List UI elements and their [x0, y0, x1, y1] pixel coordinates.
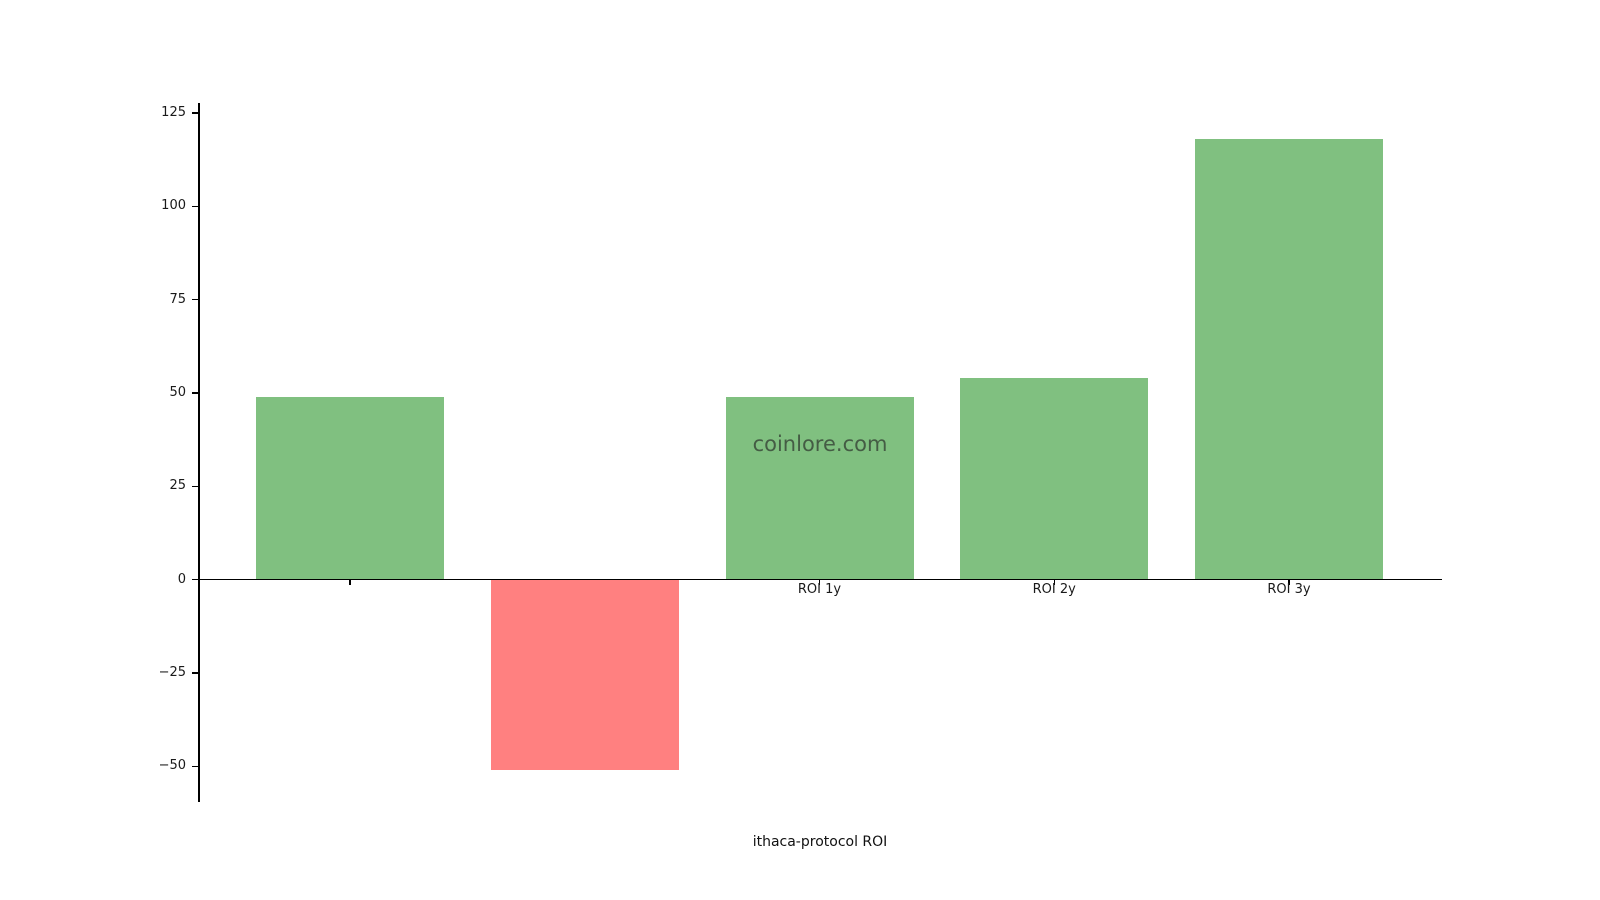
y-tick-label: 125 — [161, 104, 186, 120]
y-tick-label: 100 — [161, 198, 186, 214]
x-axis-line — [198, 578, 1442, 581]
y-tick-label: 0 — [177, 571, 186, 587]
y-tick-label: 50 — [169, 384, 186, 400]
y-tick-mark — [192, 485, 198, 487]
chart-bar — [1195, 138, 1383, 580]
chart-bar — [725, 396, 914, 580]
chart-bar — [256, 396, 444, 580]
y-tick-label: 25 — [169, 478, 186, 494]
x-tick-label: ROI 2y — [1032, 581, 1076, 597]
x-tick-mark — [1053, 579, 1055, 585]
y-tick-mark — [192, 205, 198, 207]
y-tick-mark — [192, 672, 198, 674]
x-tick-label: ROI 1y — [797, 581, 842, 597]
chart-bar — [960, 377, 1149, 580]
x-tick-mark — [349, 579, 351, 585]
y-tick-mark — [192, 112, 198, 114]
y-tick-mark — [192, 765, 198, 767]
x-tick-label: ROI 3y — [1267, 581, 1311, 597]
y-tick-label: −50 — [158, 758, 186, 774]
y-tick-mark — [192, 578, 198, 581]
chart-title: ithaca-protocol ROI — [752, 834, 888, 850]
y-tick-label: 75 — [169, 291, 186, 307]
y-tick-mark — [192, 392, 198, 394]
y-axis-line — [198, 103, 200, 802]
x-tick-mark — [1288, 579, 1290, 585]
chart-bar — [490, 579, 679, 770]
y-tick-label: −25 — [158, 664, 186, 680]
x-tick-mark — [818, 579, 821, 585]
watermark-text: coinlore.com — [752, 432, 888, 456]
y-tick-mark — [192, 298, 198, 301]
